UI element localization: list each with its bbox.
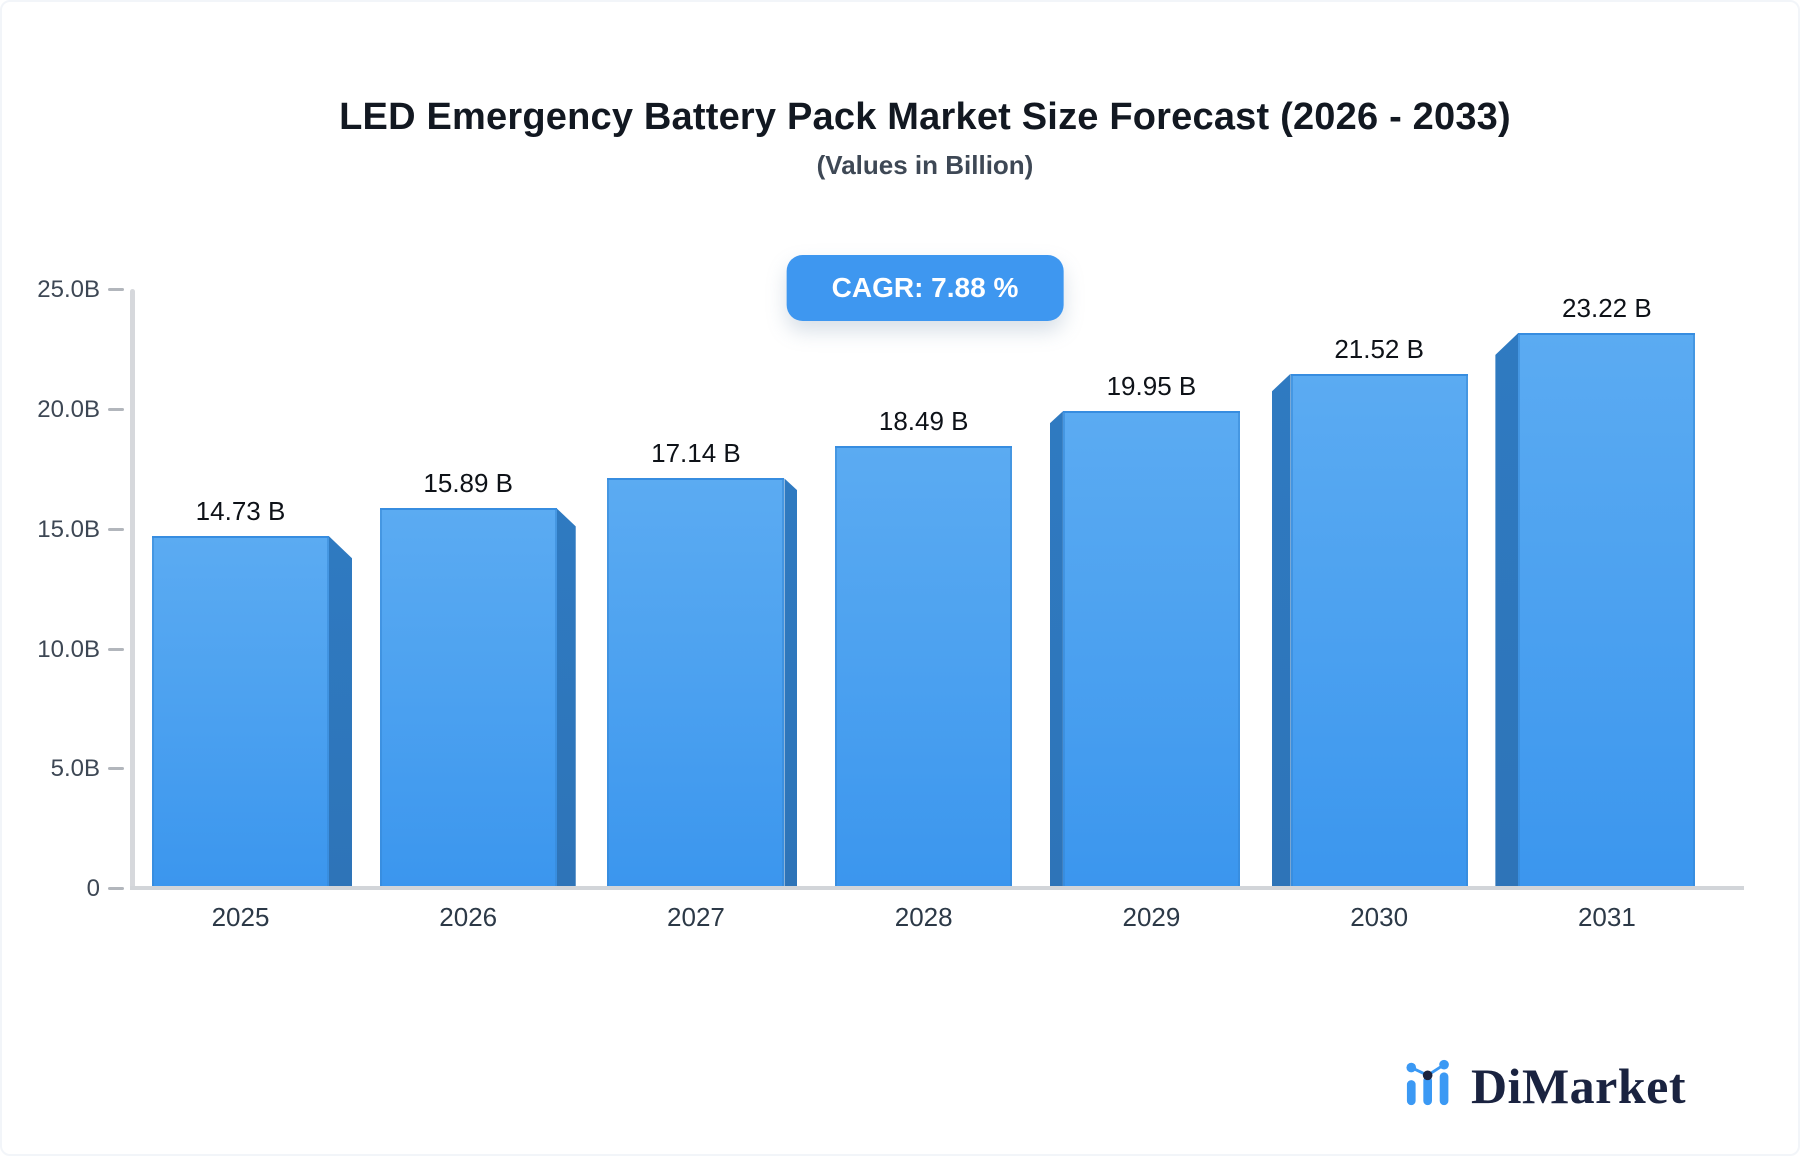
bar-value-label: 15.89 B (423, 468, 514, 499)
bar-2026: 15.89 B (379, 468, 576, 889)
x-axis-label-2029: 2029 (1122, 902, 1181, 932)
bar-2028: 18.49 B (835, 406, 1013, 889)
chart-title: LED Emergency Battery Pack Market Size F… (339, 96, 1511, 138)
bar-value-label: 23.22 B (1562, 292, 1652, 323)
x-axis-label-2025: 2025 (211, 902, 270, 932)
bar-value-label: 17.14 B (651, 438, 741, 469)
x-axis-label-2027: 2027 (667, 902, 725, 932)
bar-2025: 14.73 B (152, 496, 352, 889)
x-axis-label-2031: 2031 (1577, 902, 1636, 932)
y-axis-tick-label: 20.0B (37, 396, 100, 423)
chart-subtitle: (Values in Billion) (816, 150, 1034, 180)
x-axis-line (130, 886, 1744, 890)
bar-face (1518, 332, 1696, 889)
bar-2029: 19.95 B (1049, 371, 1240, 889)
bar-face (1062, 411, 1240, 889)
y-axis-tick-mark (108, 527, 124, 531)
x-axis-label-2030: 2030 (1350, 902, 1409, 932)
bar-face (1290, 373, 1468, 889)
chart-header: LED Emergency Battery Pack Market Size F… (2, 2, 1798, 342)
brand-name: DiMarket (1470, 1058, 1686, 1114)
x-axis-label-2028: 2028 (894, 902, 953, 932)
bar-2027: 17.14 B (607, 438, 798, 889)
y-axis-tick-mark (108, 647, 124, 651)
bar-face (607, 478, 785, 889)
bar-side (329, 536, 352, 889)
bar-value-label: 18.49 B (878, 406, 969, 437)
y-axis-tick-mark (108, 887, 124, 890)
bar-side (784, 478, 798, 889)
bar-face (835, 446, 1013, 889)
y-axis-tick-label: 25.0B (37, 276, 100, 304)
bar-value-label: 19.95 B (1106, 371, 1197, 402)
y-axis-tick-label: 0 (86, 875, 100, 902)
bar-side (1049, 411, 1063, 889)
bar-side (1271, 373, 1291, 889)
bar-chart-logo-icon (1406, 1059, 1449, 1106)
y-axis-tick-label: 15.0B (37, 515, 100, 543)
bar-side (556, 508, 576, 889)
y-axis-line (130, 289, 135, 890)
bar-value-label: 21.52 B (1334, 333, 1424, 364)
bar-side (1495, 332, 1519, 889)
y-axis-tick-label: 5.0B (50, 755, 100, 783)
bar-face (379, 508, 557, 889)
bar-2031: 23.22 B (1495, 293, 1696, 889)
bar-face (152, 536, 329, 889)
x-axis-label-2026: 2026 (439, 902, 498, 932)
y-axis-tick-label: 10.0B (37, 635, 100, 663)
bar-2030: 21.52 B (1271, 334, 1468, 889)
cagr-badge: CAGR: 7.88 % (786, 255, 1064, 321)
y-axis-tick-mark (108, 288, 124, 292)
y-axis-tick-mark (108, 767, 124, 771)
brand-logo: DiMarket (1405, 1058, 1686, 1114)
bar-value-label: 14.73 B (195, 496, 286, 527)
y-axis-tick-mark (108, 408, 124, 411)
